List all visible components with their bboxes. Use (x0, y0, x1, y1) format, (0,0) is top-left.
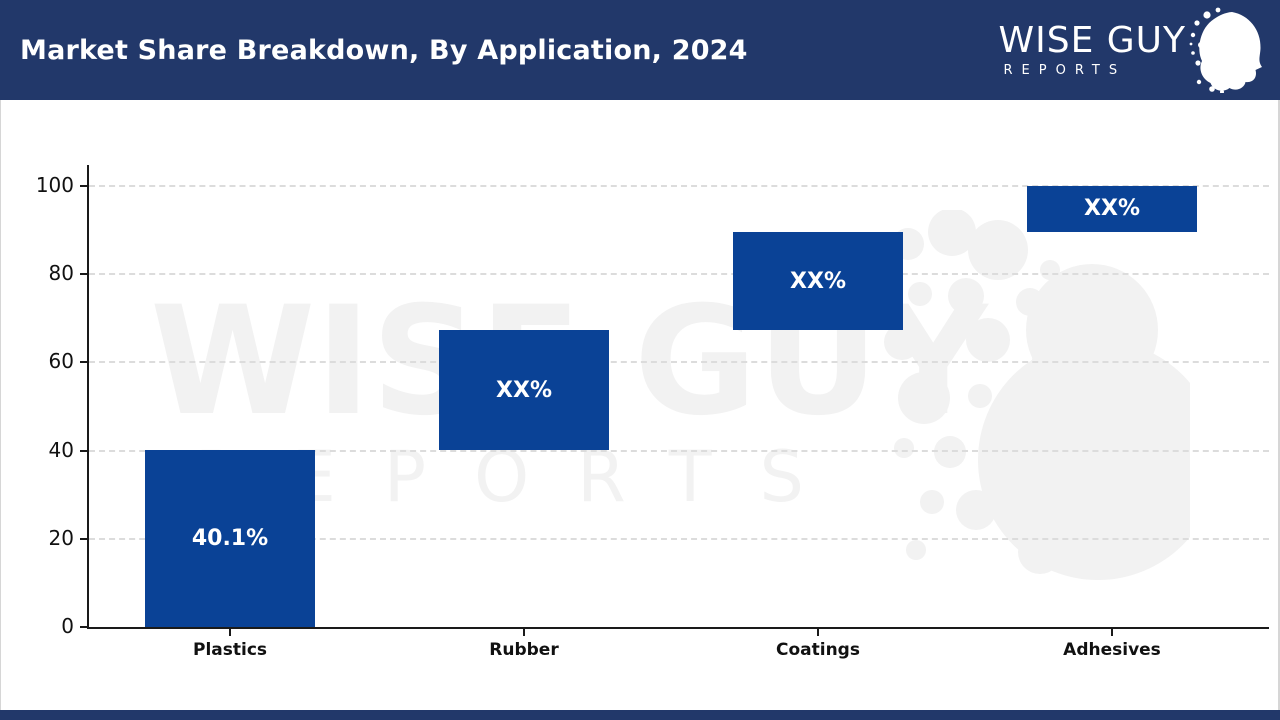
logo-subtitle: REPORTS (1003, 63, 1127, 78)
y-tick-0 (80, 626, 87, 628)
x-tick-adhesives (1111, 629, 1113, 636)
bar-plastics[interactable]: 40.1% (145, 450, 315, 627)
header: Market Share Breakdown, By Application, … (0, 0, 1280, 100)
wiseguy-logo: WISE GUY REPORTS (999, 7, 1267, 93)
bar-coatings[interactable]: XX% (733, 231, 903, 331)
bar-value-label: XX% (496, 377, 552, 403)
gridline-20 (89, 537, 1269, 540)
y-tick-20 (80, 537, 87, 540)
x-label-coatings: Coatings (776, 640, 860, 660)
gridline-40 (89, 449, 1269, 452)
y-tick-40 (80, 449, 87, 452)
x-tick-rubber (523, 629, 525, 636)
bar-rubber[interactable]: XX% (439, 330, 609, 451)
y-tick-100 (80, 185, 87, 187)
x-axis (87, 627, 1269, 629)
y-tick-label-20: 20 (48, 525, 74, 550)
x-tick-plastics (229, 629, 231, 636)
frame-right-border (1278, 100, 1280, 710)
y-tick-label-80: 80 (48, 261, 74, 286)
footer-bar (0, 710, 1280, 720)
page-title: Market Share Breakdown, By Application, … (20, 34, 748, 66)
gridline-80 (89, 273, 1269, 276)
x-label-rubber: Rubber (489, 640, 559, 660)
y-axis (87, 165, 89, 629)
bar-value-label: 40.1% (191, 526, 269, 552)
y-tick-80 (80, 273, 87, 276)
logo-wordmark: WISE GUY (998, 20, 1186, 61)
gridline-100 (89, 185, 1269, 187)
bar-value-label: XX% (1084, 196, 1140, 222)
y-tick-60 (80, 361, 87, 364)
x-label-adhesives: Adhesives (1063, 640, 1161, 660)
y-tick-label-40: 40 (48, 437, 74, 462)
gridline-60 (89, 361, 1269, 364)
y-tick-label-60: 60 (48, 349, 74, 374)
bar-value-label: XX% (790, 268, 846, 294)
x-label-plastics: Plastics (192, 640, 268, 660)
y-tick-label-0: 0 (61, 614, 74, 638)
logo-face-icon (1189, 7, 1262, 93)
frame-left-border (0, 100, 1, 710)
logo-text: WISE GUY REPORTS (998, 20, 1187, 78)
watermark-face-icon (884, 210, 1190, 580)
y-tick-label-100: 100 (35, 173, 74, 197)
bar-adhesives[interactable]: XX% (1027, 186, 1197, 232)
x-tick-coatings (817, 629, 819, 636)
